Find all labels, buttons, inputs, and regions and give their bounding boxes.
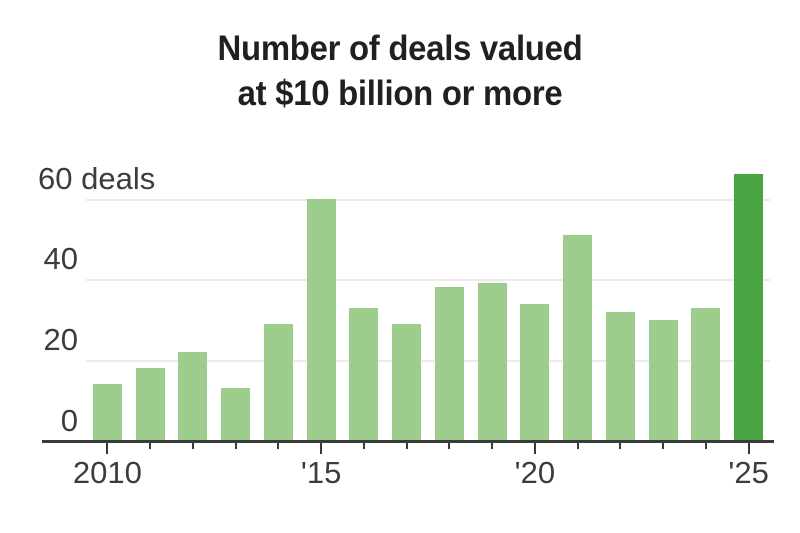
bar-2025[interactable] <box>734 174 764 441</box>
chart-title-line-1: Number of deals valued <box>217 29 583 68</box>
x-axis-tick-2011 <box>149 443 152 449</box>
bar-2014[interactable] <box>263 323 293 441</box>
x-axis-tick-2020 <box>533 443 536 454</box>
x-axis-tick-2016 <box>362 443 365 449</box>
bar-2013[interactable] <box>221 388 251 441</box>
bar-2015[interactable] <box>306 198 336 441</box>
x-axis-tick-2013 <box>234 443 237 449</box>
x-axis-tick-2014 <box>277 443 280 449</box>
x-axis-tick-2022 <box>619 443 622 449</box>
chart-title-line-2: at $10 billion or more <box>237 74 563 113</box>
bar-2017[interactable] <box>392 323 422 441</box>
bar-2016[interactable] <box>349 307 379 441</box>
gridline-20 <box>86 360 770 363</box>
x-axis-tick-2021 <box>576 443 579 449</box>
y-axis-label-40: 40 <box>43 241 78 277</box>
x-axis-tick-2019 <box>491 443 494 449</box>
bar-2020[interactable] <box>520 303 550 441</box>
x-axis-tick-2024 <box>704 443 707 449</box>
x-axis-label-2025: '25 <box>728 455 769 490</box>
x-axis-tick-2018 <box>448 443 451 449</box>
bar-series <box>86 150 770 441</box>
bar-2012[interactable] <box>178 352 208 441</box>
x-axis-labels: 2010 '15 '20 '25 <box>0 455 800 500</box>
gridline-40 <box>86 279 770 282</box>
x-axis-tick-2023 <box>662 443 665 449</box>
y-axis-label-60: 60 deals <box>38 160 156 196</box>
x-axis-ticks <box>0 443 800 457</box>
bar-2019[interactable] <box>477 283 507 441</box>
bar-2021[interactable] <box>563 234 593 441</box>
y-axis-label-0: 0 <box>60 403 78 438</box>
bar-2010[interactable] <box>92 384 122 441</box>
x-axis-tick-2025 <box>747 443 750 454</box>
x-axis-tick-2010 <box>106 443 109 454</box>
bar-2023[interactable] <box>648 319 678 441</box>
bar-2024[interactable] <box>691 307 721 441</box>
x-axis-tick-2012 <box>191 443 194 449</box>
x-axis-tick-2015 <box>320 443 323 454</box>
gridline-60 <box>86 198 770 201</box>
x-axis-label-2010: 2010 <box>72 455 142 490</box>
x-axis-tick-2017 <box>405 443 408 449</box>
bar-2011[interactable] <box>135 368 165 441</box>
x-axis-label-2020: '20 <box>514 455 556 490</box>
x-axis-line <box>42 440 774 443</box>
bar-2022[interactable] <box>605 311 635 441</box>
gridlines <box>86 150 770 441</box>
x-axis-label-2015: '15 <box>300 455 342 490</box>
chart-title: Number of deals valued at $10 billion or… <box>0 26 800 116</box>
y-axis-label-20: 20 <box>43 322 78 358</box>
bar-2018[interactable] <box>434 287 464 441</box>
